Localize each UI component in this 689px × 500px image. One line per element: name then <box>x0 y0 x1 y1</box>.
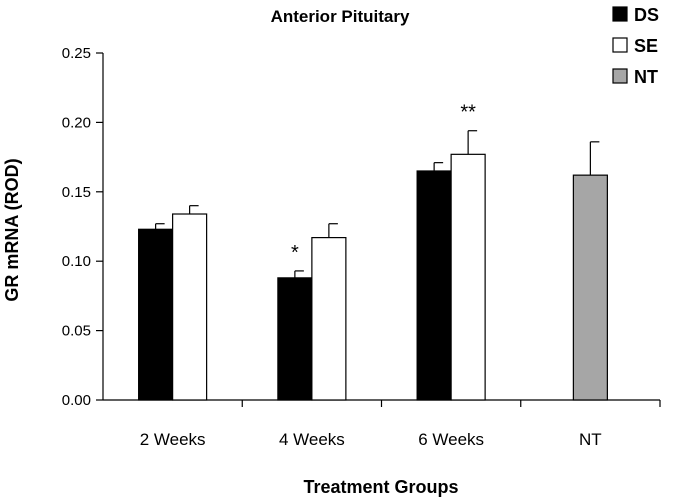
significance-marker: * <box>291 242 299 264</box>
x-tick-label: 4 Weeks <box>279 430 345 449</box>
bar-se <box>450 153 486 401</box>
x-tick-label: 2 Weeks <box>140 430 206 449</box>
bar-ds <box>416 170 452 401</box>
bar-ds <box>277 277 313 401</box>
legend-label-nt: NT <box>634 67 658 87</box>
legend-label-ds: DS <box>634 5 659 25</box>
y-tick-label: 0.15 <box>62 184 91 201</box>
x-tick-label: 6 Weeks <box>418 430 484 449</box>
y-axis-label: GR mRNA (ROD) <box>2 158 22 301</box>
x-axis-label: Treatment Groups <box>303 477 458 497</box>
significance-marker: ** <box>460 102 476 124</box>
legend-label-se: SE <box>634 36 658 56</box>
plot-area: 0.00 0.05 0.10 0.15 0.20 0.25 2 Weeks 4 Weeks 6 … <box>62 45 661 449</box>
y-tick-label: 0.00 <box>62 392 91 409</box>
x-tick-label: NT <box>579 430 602 449</box>
legend-swatch-nt <box>612 68 628 84</box>
legend-swatch-se <box>612 37 628 53</box>
chart-title: Anterior Pituitary <box>271 7 410 26</box>
legend-swatch-ds <box>612 6 628 22</box>
y-tick-label: 0.20 <box>62 114 91 131</box>
bar-ds <box>138 228 174 401</box>
y-tick-label: 0.25 <box>62 45 91 62</box>
legend: DS SE NT <box>612 5 659 87</box>
bar-nt <box>572 174 608 401</box>
y-tick-label: 0.10 <box>62 253 91 270</box>
bar-se <box>311 237 347 401</box>
y-tick-label: 0.05 <box>62 323 91 340</box>
bar-se <box>172 213 208 401</box>
